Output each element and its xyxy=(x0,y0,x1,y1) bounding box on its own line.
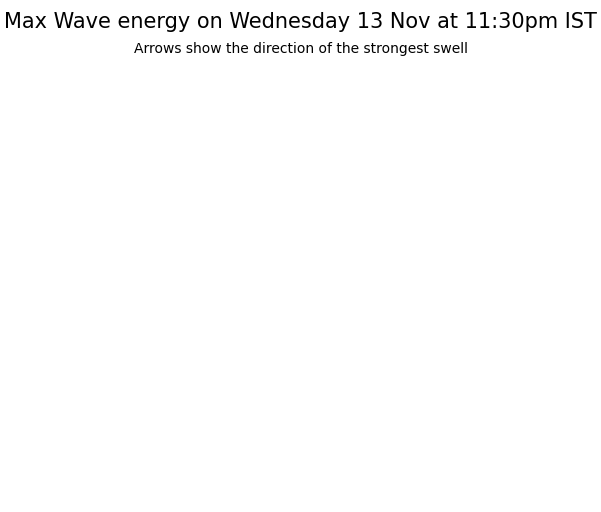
Text: Arrows show the direction of the strongest swell: Arrows show the direction of the stronge… xyxy=(133,42,468,56)
Text: Max Wave energy on Wednesday 13 Nov at 11:30pm IST: Max Wave energy on Wednesday 13 Nov at 1… xyxy=(4,11,597,32)
